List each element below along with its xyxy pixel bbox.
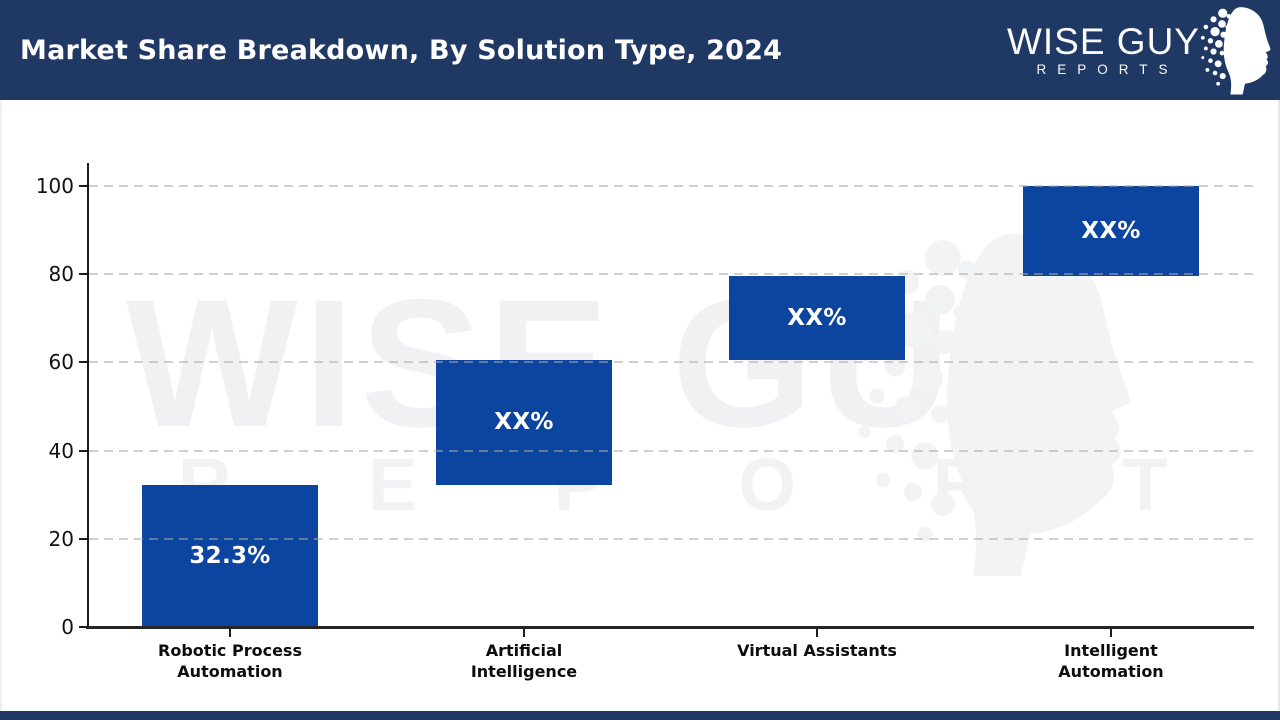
bar-value-label-intelligent: XX% bbox=[1081, 218, 1141, 245]
x-tick-artificial bbox=[523, 629, 525, 637]
gridline-100 bbox=[89, 185, 1253, 187]
y-tick-40 bbox=[79, 449, 88, 452]
x-tick-label-virtual-assistants: Virtual Assistants bbox=[737, 641, 897, 660]
brand-subname: REPORTS bbox=[1036, 62, 1179, 78]
brand-logo-text: WISE GUY REPORTS bbox=[1007, 23, 1200, 77]
x-axis-spine bbox=[86, 626, 1254, 629]
brand-logo: WISE GUY REPORTS bbox=[1007, 0, 1274, 100]
bar-artificial: XX% bbox=[436, 360, 612, 485]
y-tick-label-0: 0 bbox=[61, 615, 74, 639]
bar-robotic-process: 32.3% bbox=[142, 484, 318, 627]
x-tick-intelligent bbox=[1110, 629, 1112, 637]
y-tick-20 bbox=[79, 537, 88, 540]
y-tick-0 bbox=[79, 626, 88, 628]
footer-bar bbox=[0, 711, 1280, 720]
x-tick-virtual-assistants bbox=[816, 629, 818, 637]
gridline-60 bbox=[89, 361, 1253, 364]
y-tick-label-40: 40 bbox=[48, 438, 74, 463]
gridline-80 bbox=[89, 273, 1253, 276]
y-tick-label-20: 20 bbox=[48, 526, 74, 551]
gridline-40 bbox=[89, 449, 1253, 452]
y-tick-label-80: 80 bbox=[48, 262, 74, 287]
page-title: Market Share Breakdown, By Solution Type… bbox=[20, 34, 783, 66]
header-bar: Market Share Breakdown, By Solution Type… bbox=[0, 0, 1280, 100]
y-tick-label-60: 60 bbox=[48, 350, 74, 375]
y-tick-60 bbox=[79, 361, 88, 364]
y-tick-80 bbox=[79, 273, 88, 276]
x-tick-label-intelligent: Intelligent Automation bbox=[1058, 641, 1164, 681]
y-tick-100 bbox=[79, 185, 88, 187]
bar-value-label-robotic-process: 32.3% bbox=[189, 542, 271, 569]
bar-value-label-artificial: XX% bbox=[494, 409, 554, 436]
brand-head-icon bbox=[1200, 7, 1271, 95]
brand-name: WISE GUY bbox=[1006, 21, 1200, 63]
bar-value-label-virtual-assistants: XX% bbox=[787, 305, 847, 332]
bar-intelligent: XX% bbox=[1023, 186, 1199, 277]
x-tick-label-robotic-process: Robotic Process Automation bbox=[158, 641, 302, 681]
x-tick-robotic-process bbox=[229, 629, 231, 637]
y-axis-spine bbox=[87, 163, 89, 629]
x-tick-label-artificial: Artificial Intelligence bbox=[470, 641, 578, 681]
gridline-20 bbox=[89, 537, 1253, 540]
bar-virtual-assistants: XX% bbox=[729, 276, 905, 361]
y-tick-label-100: 100 bbox=[35, 174, 74, 198]
